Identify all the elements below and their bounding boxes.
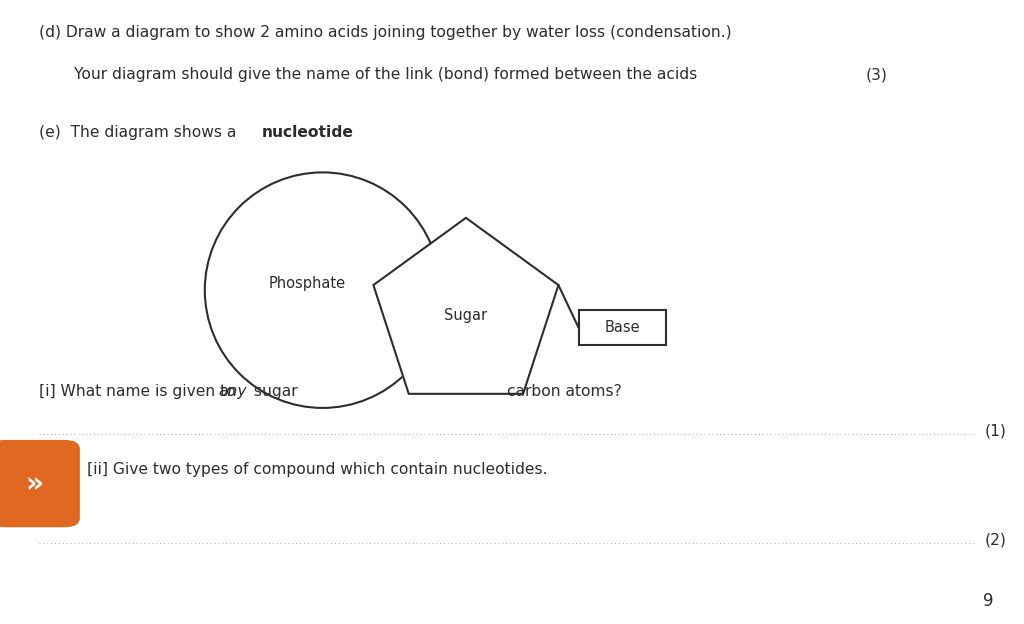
Text: [ii] Give two types of compound which contain nucleotides.: [ii] Give two types of compound which co…: [87, 462, 548, 477]
Polygon shape: [374, 218, 558, 394]
Text: (d) Draw a diagram to show 2 amino acids joining together by water loss (condens: (d) Draw a diagram to show 2 amino acids…: [39, 25, 731, 40]
Text: Your diagram should give the name of the link (bond) formed between the acids: Your diagram should give the name of the…: [74, 67, 697, 82]
Text: »: »: [26, 470, 44, 497]
Text: [i] What name is given to: [i] What name is given to: [39, 384, 241, 399]
Text: nucleotide: nucleotide: [262, 125, 354, 140]
Text: sugar: sugar: [249, 384, 297, 399]
Text: (1): (1): [985, 423, 1007, 438]
Text: (3): (3): [865, 67, 887, 82]
Text: Base: Base: [604, 320, 640, 335]
Text: 9: 9: [983, 592, 993, 610]
FancyBboxPatch shape: [0, 440, 80, 527]
Text: any: any: [218, 384, 247, 399]
Text: (e)  The diagram shows a: (e) The diagram shows a: [39, 125, 242, 140]
Bar: [579, 311, 666, 345]
Text: carbon atoms?: carbon atoms?: [507, 384, 622, 399]
Text: (2): (2): [985, 532, 1007, 547]
Ellipse shape: [205, 172, 440, 408]
Text: Sugar: Sugar: [444, 308, 487, 323]
Text: Phosphate: Phosphate: [268, 276, 346, 291]
